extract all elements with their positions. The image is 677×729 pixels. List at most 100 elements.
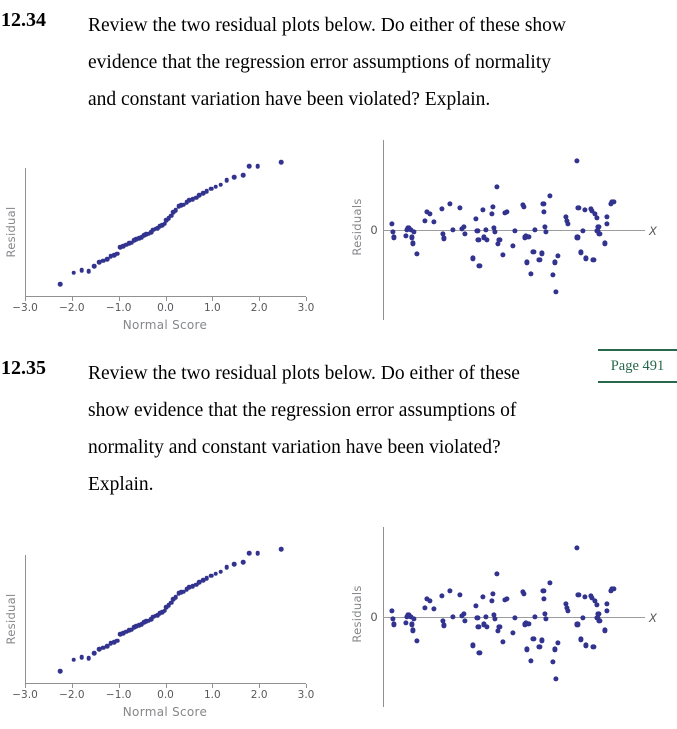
data-point <box>100 258 106 263</box>
data-point <box>540 588 546 594</box>
data-point <box>255 550 261 556</box>
data-point <box>159 610 165 615</box>
residuals-vs-x-plot-12-35: Residuals 0 X <box>340 517 677 729</box>
normal-probability-plot-12-35: Residual Normal Score −3.0 −2.0 −1.0 0.0 1.0… <box>0 517 340 729</box>
page-491-reference-badge[interactable]: Page 491 <box>598 349 677 383</box>
data-point <box>232 175 237 180</box>
data-point <box>602 627 608 633</box>
data-point <box>500 639 506 645</box>
data-point <box>595 611 601 617</box>
data-point <box>162 221 167 226</box>
data-point <box>441 235 447 241</box>
data-point <box>255 163 261 169</box>
data-point <box>171 597 176 602</box>
data-point <box>492 616 498 622</box>
data-point <box>604 221 610 227</box>
data-point <box>200 578 206 583</box>
data-point <box>121 630 126 636</box>
data-point <box>410 627 416 633</box>
x-tick <box>306 297 307 301</box>
data-point <box>543 229 549 235</box>
data-point <box>447 201 453 207</box>
data-point <box>496 237 502 243</box>
data-point <box>414 251 420 257</box>
data-point <box>121 243 126 249</box>
x-tick <box>306 684 307 688</box>
data-point <box>553 676 559 682</box>
data-point <box>408 614 414 620</box>
x-tick <box>71 684 73 688</box>
data-point <box>439 206 445 212</box>
data-point <box>604 601 610 607</box>
data-point <box>512 615 518 621</box>
data-point <box>494 571 500 577</box>
data-point <box>574 234 580 240</box>
data-point <box>190 196 195 202</box>
data-point <box>123 629 129 635</box>
data-point <box>596 618 602 624</box>
data-point <box>108 253 113 259</box>
data-point <box>521 204 527 210</box>
data-point <box>492 229 498 235</box>
data-point <box>193 582 199 587</box>
data-point <box>389 221 395 227</box>
data-point <box>494 184 500 190</box>
data-point <box>157 610 163 616</box>
x-axis-line <box>25 296 306 297</box>
data-point <box>232 562 237 567</box>
data-point <box>187 585 192 590</box>
x-tick-label: 3.0 <box>297 689 315 701</box>
data-point <box>157 223 163 229</box>
x-tick <box>118 684 120 688</box>
data-point <box>476 263 482 269</box>
data-point <box>176 591 181 596</box>
data-point <box>539 637 545 643</box>
data-point <box>484 237 490 243</box>
data-point <box>240 172 246 178</box>
data-point <box>563 214 569 220</box>
data-point <box>565 608 571 614</box>
data-point <box>155 226 160 231</box>
x-tick-label: 0.0 <box>157 302 174 314</box>
data-point <box>204 575 209 581</box>
data-point <box>129 240 134 245</box>
x-tick-label: 2.0 <box>250 302 268 314</box>
data-point <box>450 614 456 620</box>
y-axis-line <box>25 168 26 297</box>
x-tick <box>25 297 26 301</box>
data-point <box>536 644 542 650</box>
data-point <box>550 659 556 665</box>
data-point <box>540 201 546 207</box>
data-point <box>403 233 409 239</box>
data-point <box>196 192 202 198</box>
data-point <box>578 636 584 642</box>
data-point <box>100 645 106 650</box>
data-point <box>148 616 154 622</box>
data-point <box>602 240 608 246</box>
data-point <box>539 250 545 256</box>
data-point <box>200 191 206 196</box>
x-variable-label: X <box>649 224 657 238</box>
data-point <box>96 646 102 652</box>
data-point <box>461 224 467 230</box>
x-tick-label: 2.0 <box>250 689 268 701</box>
data-point <box>542 224 548 230</box>
data-point <box>146 231 151 236</box>
exercise-12-34-text: Review the two residual plots below. Do … <box>88 7 566 118</box>
x-tick-label: −3.0 <box>12 689 38 701</box>
data-point <box>104 257 110 262</box>
data-point <box>495 628 501 634</box>
data-point <box>439 593 445 599</box>
data-point <box>480 594 486 600</box>
data-point <box>57 668 63 674</box>
data-point <box>173 594 179 600</box>
data-point <box>575 205 582 211</box>
data-point <box>555 640 561 646</box>
data-point <box>543 616 549 622</box>
data-point <box>521 591 527 597</box>
data-point <box>208 573 214 578</box>
data-point <box>483 227 489 233</box>
data-point <box>523 646 530 652</box>
data-point <box>96 259 102 265</box>
exercise-12-35-line-3: normality and constant variation have be… <box>88 437 501 458</box>
